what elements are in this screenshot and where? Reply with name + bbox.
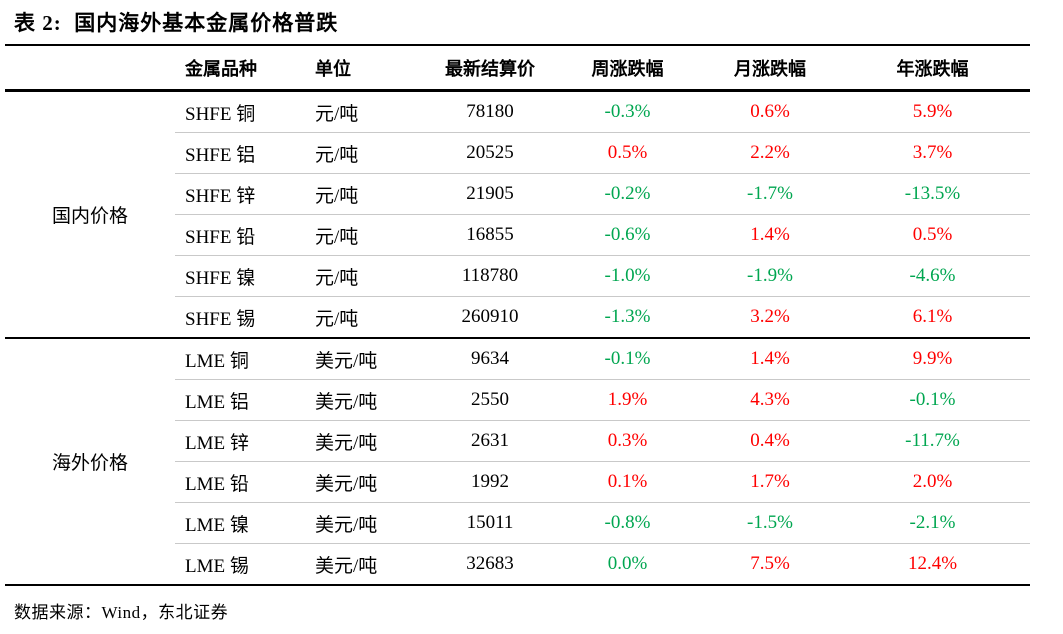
- header-yearly-change: 年涨跌幅: [835, 45, 1030, 92]
- monthly-change-cell: 4.3%: [705, 379, 835, 421]
- unit-cell: 美元/吨: [305, 379, 430, 421]
- table-row: SHFE 镍 元/吨 118780 -1.0% -1.9% -4.6%: [5, 255, 1030, 297]
- monthly-change-cell: 0.4%: [705, 420, 835, 462]
- yearly-change-cell: 6.1%: [835, 296, 1030, 338]
- table-row: 国内价格 SHFE 铜 元/吨 78180 -0.3% 0.6% 5.9%: [5, 91, 1030, 227]
- table-row: SHFE 铝 元/吨 20525 0.5% 2.2% 3.7%: [5, 132, 1030, 174]
- table-row: LME 锌 美元/吨 2631 0.3% 0.4% -11.7%: [5, 420, 1030, 462]
- yearly-change-cell: 3.7%: [835, 132, 1030, 174]
- yearly-change-cell: 5.9%: [912, 101, 953, 122]
- monthly-change-cell: 1.7%: [705, 461, 835, 503]
- yearly-change-cell: -13.5%: [835, 173, 1030, 215]
- header-row: 金属品种 单位 最新结算价 周涨跌幅 月涨跌幅 年涨跌幅: [5, 45, 1030, 92]
- unit-cell: 元/吨: [305, 132, 430, 174]
- settlement-price-cell: 9634: [430, 337, 550, 380]
- table-row: LME 铅 美元/吨 1992 0.1% 1.7% 2.0%: [5, 461, 1030, 503]
- header-metal-type: 金属品种: [175, 45, 305, 92]
- metal-name-cell: SHFE 锡: [175, 296, 305, 338]
- weekly-change-cell: 0.1%: [550, 461, 705, 503]
- data-source-note: 数据来源：Wind，东北证券: [14, 603, 229, 622]
- weekly-change-cell: -0.8%: [550, 502, 705, 544]
- unit-cell: 元/吨: [315, 103, 359, 125]
- unit-cell: 美元/吨: [305, 420, 430, 462]
- yearly-change-cell: 12.4%: [835, 543, 1030, 585]
- weekly-change-cell: 1.9%: [550, 379, 705, 421]
- monthly-change-cell: 0.6%: [750, 101, 790, 122]
- metal-price-table: 金属品种 单位 最新结算价 周涨跌幅 月涨跌幅 年涨跌幅 国内价格 SHFE 铜 …: [5, 44, 1030, 586]
- yearly-change-cell: 9.9%: [835, 337, 1030, 380]
- settlement-price-cell: 21905: [430, 173, 550, 215]
- monthly-change-cell: 1.4%: [705, 214, 835, 256]
- metal-name-cell: LME 铜: [175, 337, 305, 380]
- metal-name-cell: SHFE 锌: [175, 173, 305, 215]
- weekly-change-cell: 0.0%: [550, 543, 705, 585]
- group-label: 国内价格: [51, 206, 128, 227]
- header-group-spacer: [5, 45, 175, 92]
- yearly-change-cell: -0.1%: [835, 379, 1030, 421]
- weekly-change-cell: -0.6%: [550, 214, 705, 256]
- table-row: LME 镍 美元/吨 15011 -0.8% -1.5% -2.1%: [5, 502, 1030, 544]
- header-unit: 单位: [305, 45, 430, 92]
- metal-name-cell: SHFE 铝: [175, 132, 305, 174]
- yearly-change-cell: -4.6%: [835, 255, 1030, 297]
- metal-name-cell: SHFE 镍: [175, 255, 305, 297]
- settlement-price-cell: 2631: [430, 420, 550, 462]
- unit-cell: 元/吨: [305, 255, 430, 297]
- unit-cell: 美元/吨: [305, 461, 430, 503]
- yearly-change-cell: -11.7%: [835, 420, 1030, 462]
- table-row: SHFE 铅 元/吨 16855 -0.6% 1.4% 0.5%: [5, 214, 1030, 256]
- header-monthly-change: 月涨跌幅: [705, 45, 835, 92]
- settlement-price-cell: 118780: [430, 255, 550, 297]
- settlement-price-cell: 20525: [430, 132, 550, 174]
- weekly-change-cell: -0.3%: [604, 101, 651, 122]
- metal-name-cell: SHFE 铜: [185, 103, 256, 125]
- unit-cell: 美元/吨: [305, 502, 430, 544]
- table-title: 表 2: 国内海外基本金属价格普跌: [14, 11, 339, 35]
- metal-name-cell: LME 锌: [175, 420, 305, 462]
- unit-cell: 元/吨: [305, 296, 430, 338]
- table-row: LME 铝 美元/吨 2550 1.9% 4.3% -0.1%: [5, 379, 1030, 421]
- monthly-change-cell: 7.5%: [705, 543, 835, 585]
- yearly-change-cell: 0.5%: [835, 214, 1030, 256]
- monthly-change-cell: 3.2%: [705, 296, 835, 338]
- weekly-change-cell: -1.0%: [550, 255, 705, 297]
- settlement-price-cell: 15011: [430, 502, 550, 544]
- header-latest-settlement-price: 最新结算价: [430, 45, 550, 92]
- metal-name-cell: SHFE 铅: [175, 214, 305, 256]
- header-weekly-change: 周涨跌幅: [550, 45, 705, 92]
- settlement-price-cell: 1992: [430, 461, 550, 503]
- yearly-change-cell: 2.0%: [835, 461, 1030, 503]
- metal-name-cell: LME 铅: [175, 461, 305, 503]
- table-row: SHFE 锡 元/吨 260910 -1.3% 3.2% 6.1%: [5, 296, 1030, 338]
- table-row: LME 锡 美元/吨 32683 0.0% 7.5% 12.4%: [5, 543, 1030, 585]
- table-row: 海外价格 LME 铜 美元/吨 9634 -0.1% 1.4% 9.9%: [5, 337, 1030, 585]
- weekly-change-cell: -1.3%: [550, 296, 705, 338]
- settlement-price-cell: 32683: [430, 543, 550, 585]
- settlement-price-cell: 260910: [430, 296, 550, 338]
- yearly-change-cell: -2.1%: [835, 502, 1030, 544]
- weekly-change-cell: -0.1%: [550, 337, 705, 380]
- weekly-change-cell: -0.2%: [550, 173, 705, 215]
- metal-name-cell: LME 镍: [175, 502, 305, 544]
- monthly-change-cell: -1.7%: [705, 173, 835, 215]
- weekly-change-cell: 0.5%: [550, 132, 705, 174]
- unit-cell: 元/吨: [305, 173, 430, 215]
- settlement-price-cell: 16855: [430, 214, 550, 256]
- weekly-change-cell: 0.3%: [550, 420, 705, 462]
- unit-cell: 美元/吨: [305, 543, 430, 585]
- settlement-price-cell: 78180: [466, 101, 514, 122]
- unit-cell: 美元/吨: [305, 337, 430, 380]
- unit-cell: 元/吨: [305, 214, 430, 256]
- monthly-change-cell: -1.5%: [705, 502, 835, 544]
- metal-name-cell: LME 锡: [175, 543, 305, 585]
- group-label: 海外价格: [5, 337, 175, 585]
- table-row: SHFE 锌 元/吨 21905 -0.2% -1.7% -13.5%: [5, 173, 1030, 215]
- monthly-change-cell: -1.9%: [705, 255, 835, 297]
- metal-name-cell: LME 铝: [175, 379, 305, 421]
- monthly-change-cell: 1.4%: [705, 337, 835, 380]
- monthly-change-cell: 2.2%: [705, 132, 835, 174]
- settlement-price-cell: 2550: [430, 379, 550, 421]
